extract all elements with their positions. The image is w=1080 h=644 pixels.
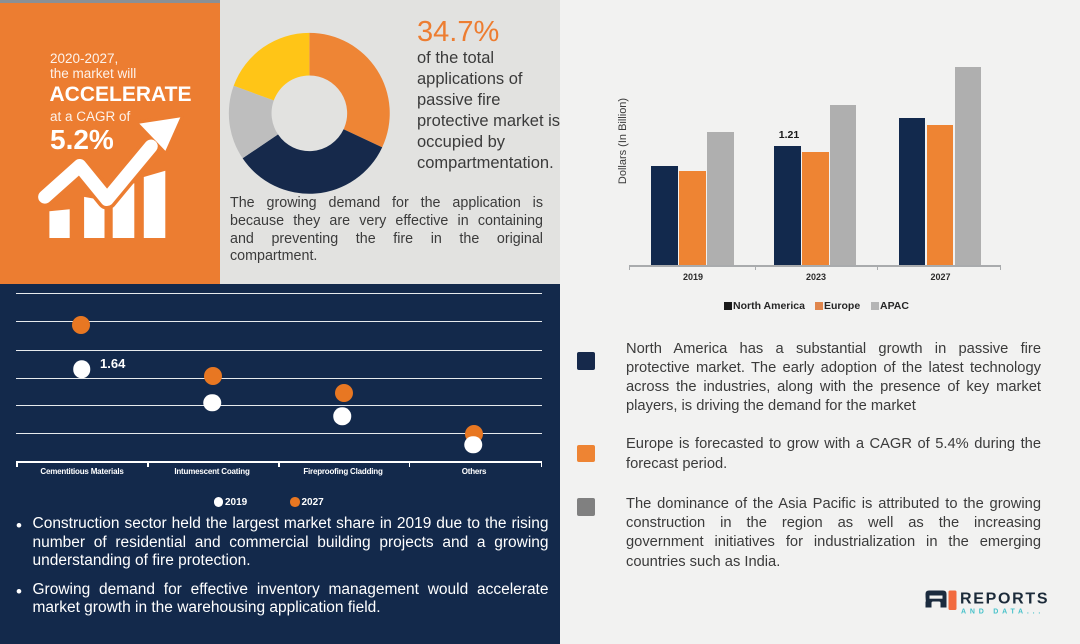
svg-text:REPORTS: REPORTS — [960, 591, 1049, 608]
svg-text:AND DATA...: AND DATA... — [961, 609, 1044, 616]
